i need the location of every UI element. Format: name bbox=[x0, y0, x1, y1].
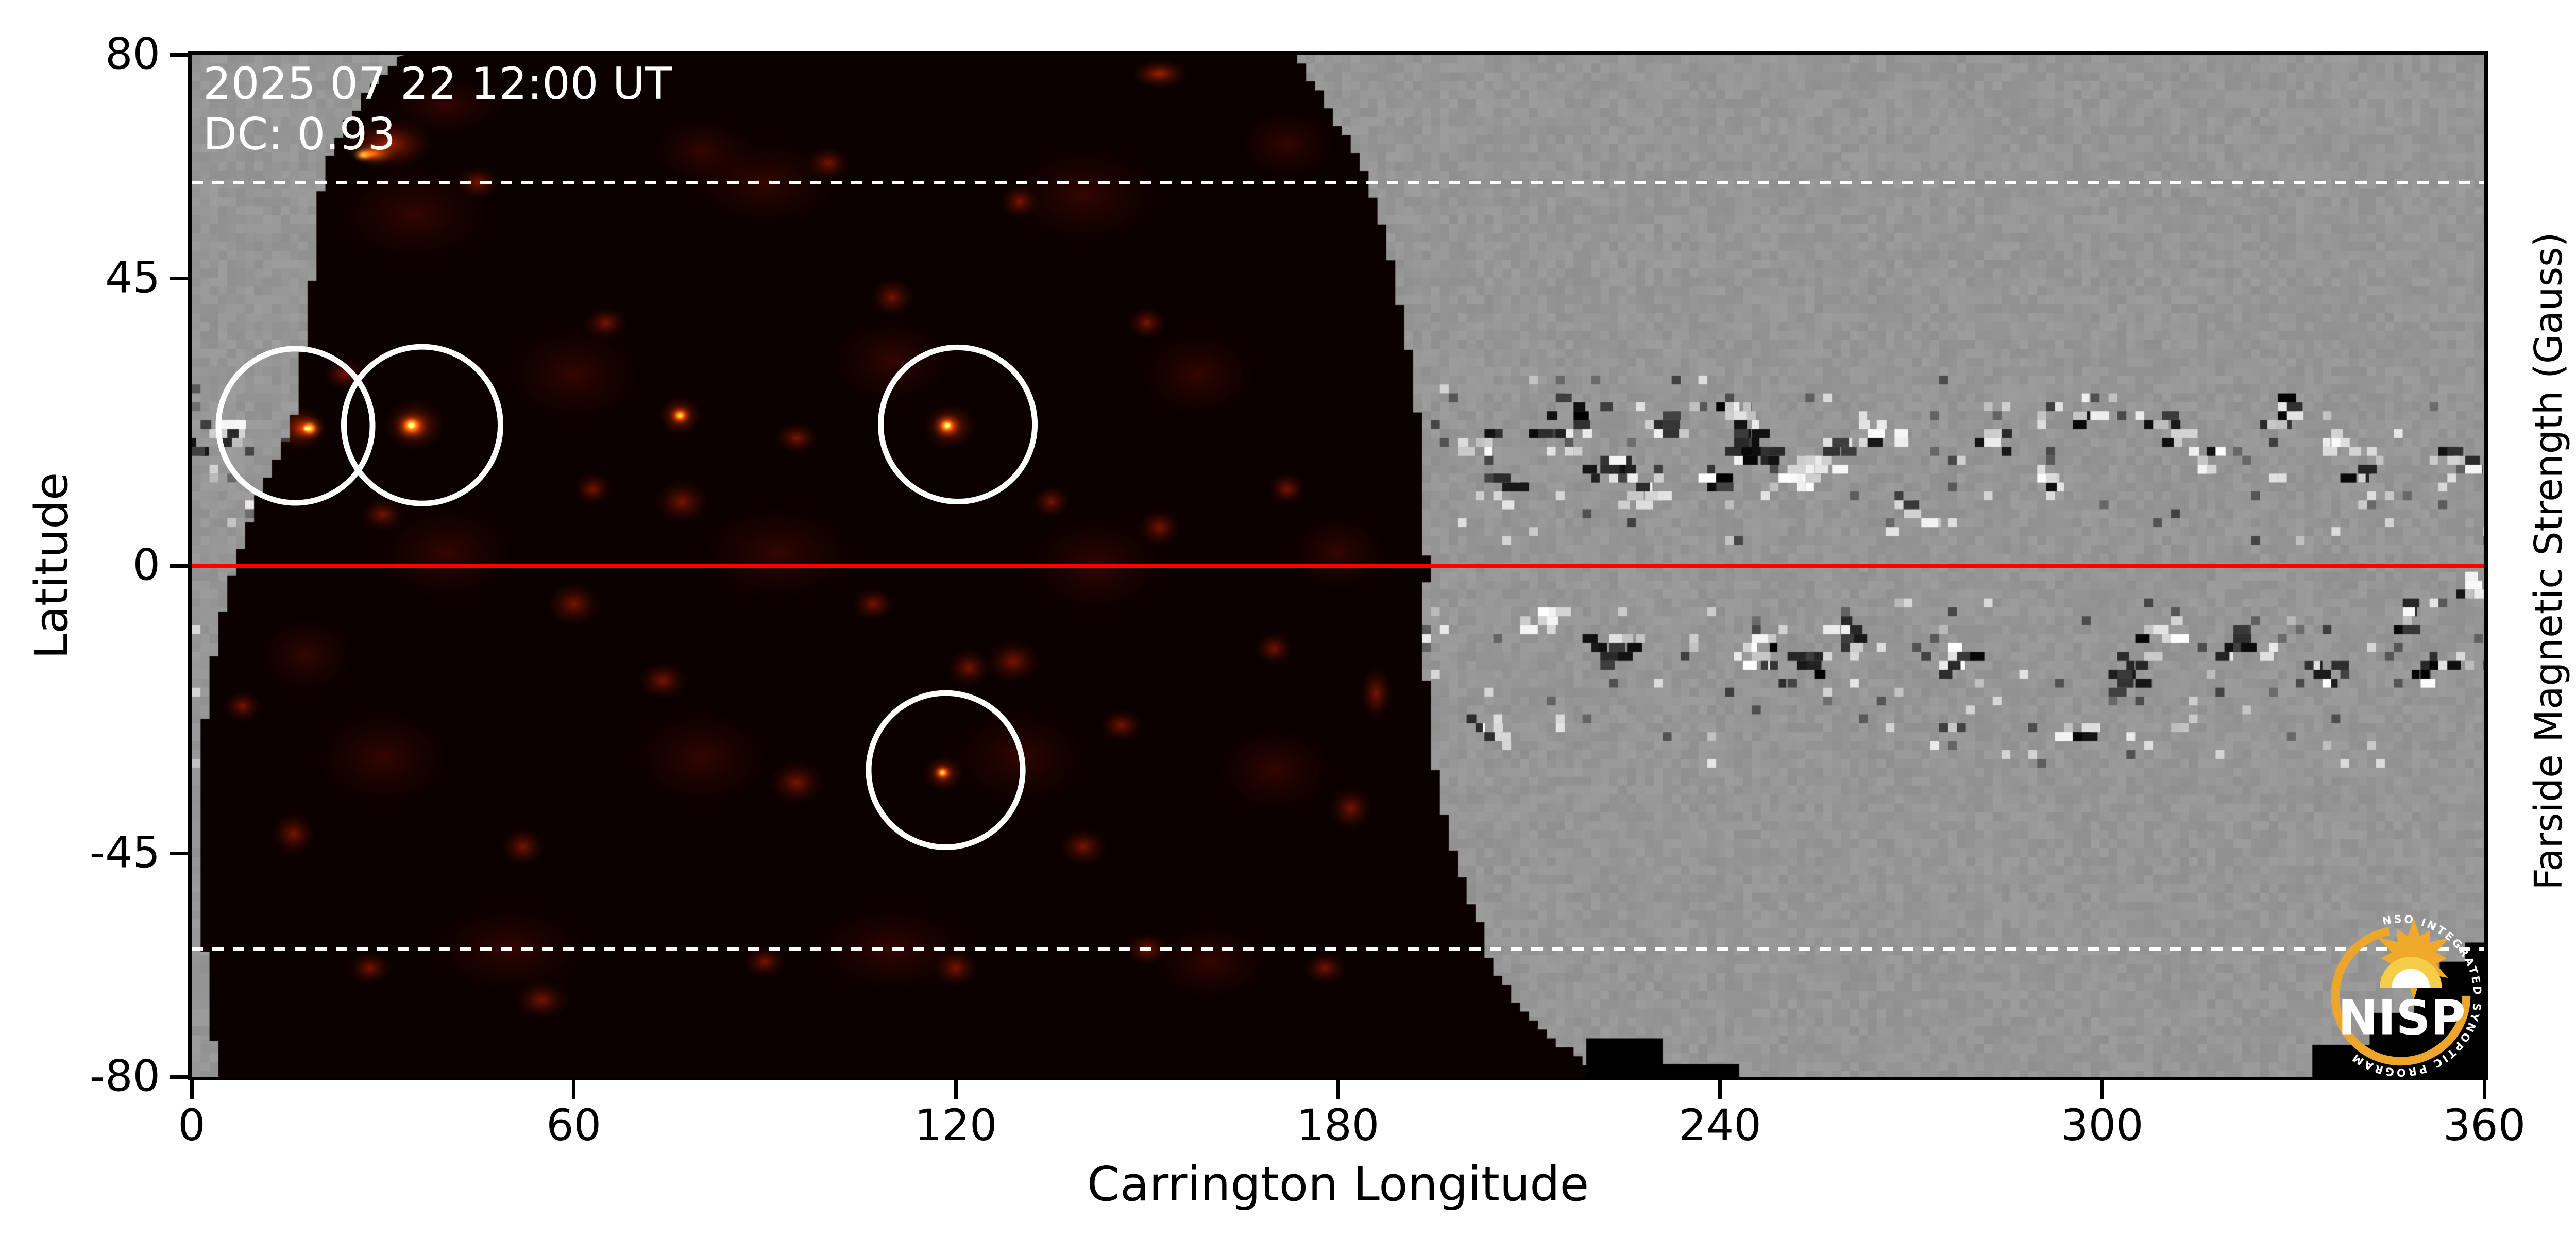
x-tick-label: 120 bbox=[914, 1100, 997, 1150]
x-tick-mark bbox=[2482, 1080, 2486, 1099]
active-region-circle-1 bbox=[215, 346, 376, 506]
active-region-circle-2 bbox=[341, 344, 504, 506]
y-tick-label: -45 bbox=[89, 827, 160, 878]
x-tick-label: 360 bbox=[2443, 1100, 2526, 1150]
x-tick-mark bbox=[572, 1080, 576, 1099]
x-tick-label: 240 bbox=[1679, 1100, 1761, 1150]
logo-sun-inner-dome bbox=[2392, 969, 2430, 988]
timestamp-label: 2025 07 22 12:00 UT bbox=[203, 58, 672, 110]
x-tick-label: 300 bbox=[2061, 1100, 2144, 1150]
x-tick-mark bbox=[954, 1080, 958, 1099]
y-tick-label: 0 bbox=[132, 539, 160, 590]
y-tick-mark bbox=[170, 564, 188, 568]
x-tick-mark bbox=[1718, 1080, 1722, 1099]
x-tick-mark bbox=[2100, 1080, 2104, 1099]
duty-cycle-label: DC: 0.93 bbox=[203, 109, 396, 160]
y-tick-mark bbox=[170, 851, 188, 855]
active-region-circle-3 bbox=[877, 344, 1038, 505]
active-region-circle-4 bbox=[866, 690, 1026, 850]
y-tick-label: 45 bbox=[105, 252, 160, 303]
y-tick-mark bbox=[170, 276, 188, 280]
x-tick-label: 180 bbox=[1296, 1100, 1380, 1150]
nisp-logo: NSO INTEGRATED SYNOPTIC PROGRAM NISP bbox=[2331, 913, 2482, 1078]
x-tick-label: 60 bbox=[546, 1100, 602, 1150]
y-tick-label: -80 bbox=[89, 1050, 160, 1101]
y-tick-mark bbox=[170, 1075, 188, 1079]
x-axis-title: Carrington Longitude bbox=[1087, 1157, 1589, 1212]
map-plot-area: 2025 07 22 12:00 UT DC: 0.93 NSO INTEGRA… bbox=[188, 51, 2488, 1080]
x-tick-mark bbox=[1336, 1080, 1340, 1099]
y-tick-mark bbox=[170, 53, 188, 57]
y-tick-label: 80 bbox=[105, 28, 160, 79]
annotation-overlay bbox=[192, 181, 2484, 951]
farside-colorbar-title: Farside Magnetic Strength (Gauss) bbox=[2527, 232, 2571, 890]
x-tick-label: 0 bbox=[178, 1100, 206, 1150]
logo-wordmark: NISP bbox=[2338, 990, 2466, 1046]
x-tick-mark bbox=[190, 1080, 194, 1099]
